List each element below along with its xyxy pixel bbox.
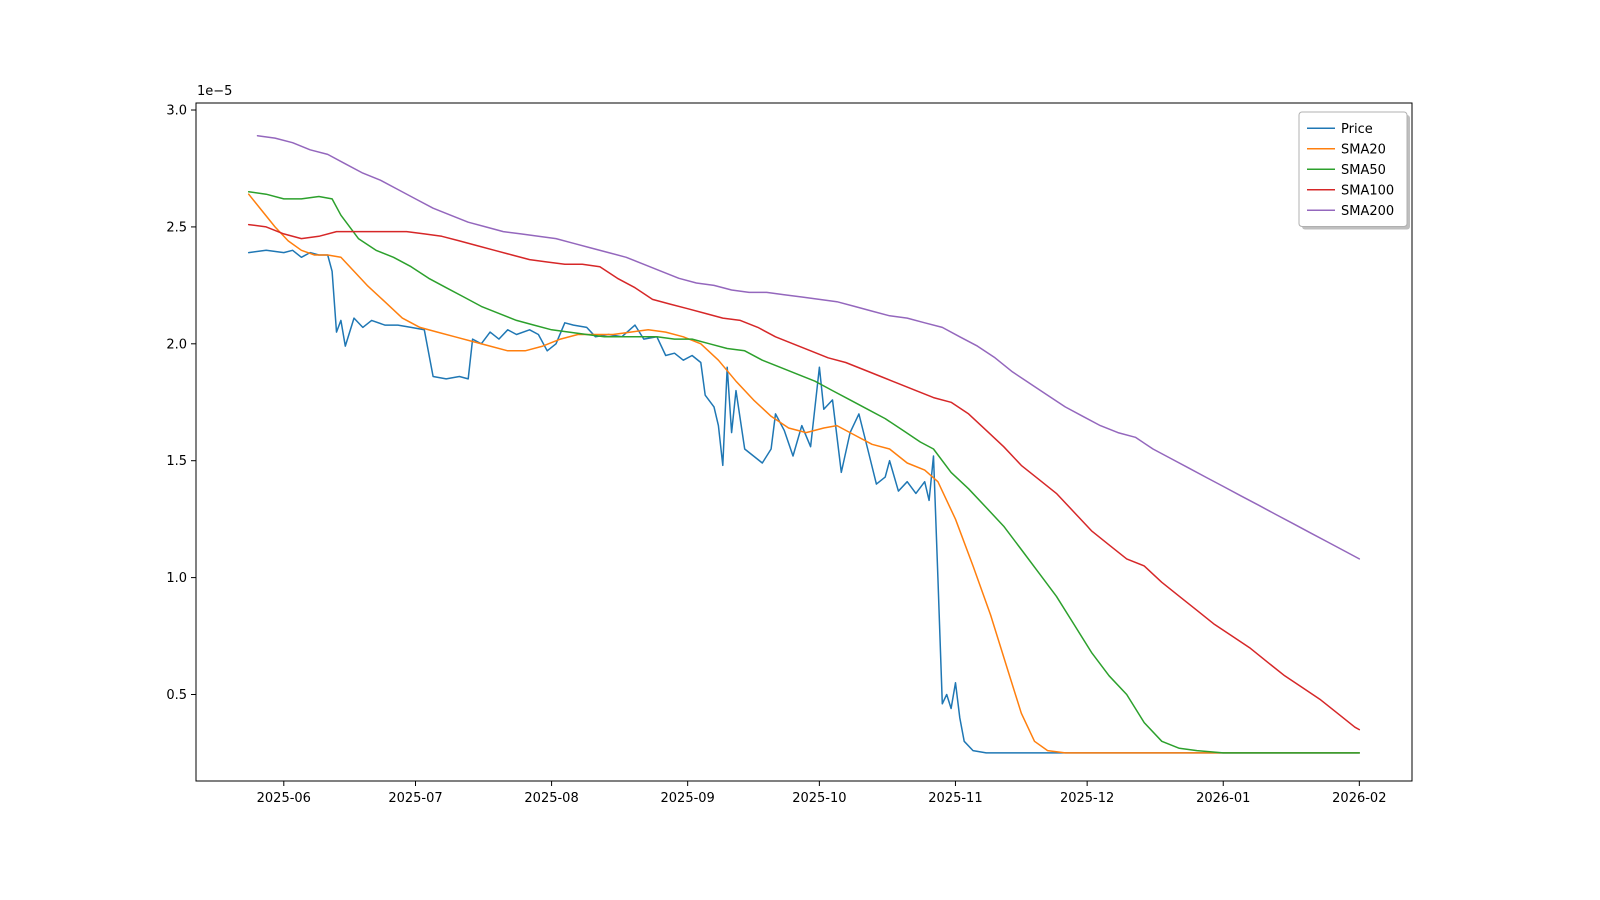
- x-tick-label: 2025-08: [524, 791, 578, 806]
- x-tick-label: 2026-02: [1332, 791, 1386, 806]
- plot-border: [195, 102, 1413, 782]
- y-tick-label: 1.0: [166, 571, 187, 586]
- x-tick-label: 2025-09: [661, 791, 715, 806]
- legend-label: SMA200: [1341, 204, 1394, 219]
- y-tick-label: 0.5: [166, 688, 187, 703]
- y-tick-label: 2.5: [166, 220, 187, 235]
- y-axis-offset-label: 1e−5: [197, 84, 232, 99]
- legend-entry-sma100: SMA100: [1307, 183, 1394, 198]
- x-tick-label: 2025-11: [928, 791, 982, 806]
- legend-entry-price: Price: [1307, 122, 1373, 137]
- x-tick-label: 2025-06: [257, 791, 311, 806]
- y-tick-label: 1.5: [166, 454, 187, 469]
- legend-label: Price: [1341, 122, 1373, 137]
- y-tick-label: 2.0: [166, 337, 187, 352]
- legend-label: SMA50: [1341, 163, 1386, 178]
- legend-box: [1298, 111, 1408, 227]
- series-line-sma50: [247, 191, 1361, 754]
- x-tick-label: 2025-12: [1060, 791, 1114, 806]
- series-line-price: [247, 249, 1361, 754]
- series-line-sma200: [256, 134, 1361, 560]
- legend-entry-sma20: SMA20: [1307, 142, 1386, 157]
- legend: Price SMA20 SMA50 SMA100 SMA200: [1298, 111, 1410, 230]
- legend-entry-sma200: SMA200: [1307, 204, 1394, 219]
- legend-label: SMA100: [1341, 183, 1394, 198]
- x-tick-label: 2025-07: [388, 791, 442, 806]
- legend-label: SMA20: [1341, 142, 1386, 157]
- series-line-sma20: [247, 193, 1361, 754]
- y-tick-label: 3.0: [166, 104, 187, 119]
- series-line-sma100: [247, 223, 1361, 731]
- x-tick-label: 2026-01: [1196, 791, 1250, 806]
- legend-entry-sma50: SMA50: [1307, 163, 1386, 178]
- x-tick-label: 2025-10: [792, 791, 846, 806]
